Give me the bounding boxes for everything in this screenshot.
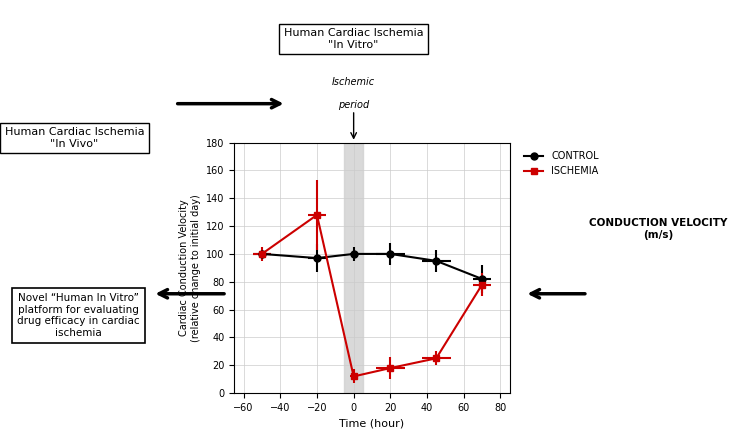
- Text: Human Cardiac Ischemia
"In Vitro": Human Cardiac Ischemia "In Vitro": [283, 28, 423, 50]
- Text: Human Cardiac Ischemia
"In Vivo": Human Cardiac Ischemia "In Vivo": [4, 127, 144, 149]
- Text: CONDUCTION VELOCITY
(m/s): CONDUCTION VELOCITY (m/s): [589, 218, 728, 240]
- Text: Novel “Human In Vitro”
platform for evaluating
drug efficacy in cardiac
ischemia: Novel “Human In Vitro” platform for eval…: [17, 293, 139, 338]
- Legend: CONTROL, ISCHEMIA: CONTROL, ISCHEMIA: [520, 147, 603, 180]
- Text: Ischemic: Ischemic: [332, 77, 375, 87]
- X-axis label: Time (hour): Time (hour): [339, 419, 405, 429]
- Y-axis label: Cardiac Conduction Velocity
(relative change to initial day): Cardiac Conduction Velocity (relative ch…: [179, 194, 201, 342]
- Bar: [344, 143, 363, 393]
- Text: period: period: [338, 100, 369, 110]
